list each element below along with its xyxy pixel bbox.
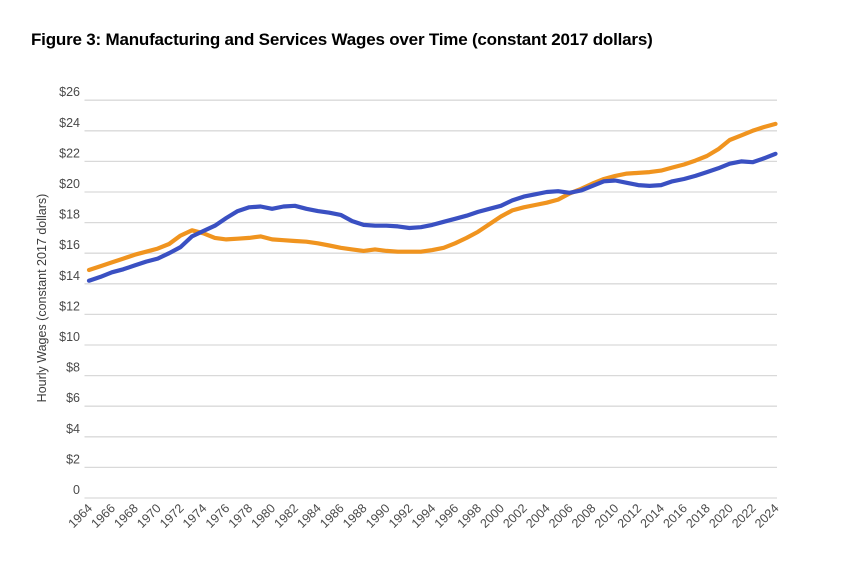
y-tick-label: $16 — [59, 238, 80, 252]
x-tick-label: 2020 — [706, 501, 736, 531]
x-tick-label: 1990 — [363, 501, 393, 531]
y-tick-label: $12 — [59, 299, 80, 313]
x-tick-label: 2000 — [477, 501, 507, 531]
y-tick-label: $4 — [66, 422, 80, 436]
y-tick-label: $6 — [66, 391, 80, 405]
x-tick-label: 1982 — [272, 501, 302, 531]
x-tick-label: 1968 — [111, 501, 141, 531]
x-tick-label: 1980 — [249, 501, 279, 531]
x-tick-label: 1964 — [66, 501, 96, 531]
x-tick-label: 1984 — [294, 501, 324, 531]
y-tick-label: $18 — [59, 208, 80, 222]
manufacturing-line — [86, 151, 778, 283]
x-tick-label: 2008 — [569, 501, 599, 531]
x-tick-label: 1966 — [88, 501, 118, 531]
x-tick-label: 1998 — [455, 501, 485, 531]
x-tick-label: 2006 — [546, 501, 576, 531]
x-tick-label: 2014 — [638, 501, 668, 531]
services-line — [86, 121, 778, 273]
x-tick-label: 2016 — [661, 501, 691, 531]
y-tick-label: $10 — [59, 330, 80, 344]
x-tick-label: 1988 — [340, 501, 370, 531]
y-tick-label: $14 — [59, 269, 80, 283]
y-tick-label: $8 — [66, 361, 80, 375]
x-tick-label: 1992 — [386, 501, 416, 531]
x-tick-label: 1974 — [180, 501, 210, 531]
x-tick-label: 2002 — [500, 501, 530, 531]
y-tick-label: $22 — [59, 146, 80, 160]
x-tick-label: 1994 — [409, 501, 439, 531]
x-tick-label: 2004 — [523, 501, 553, 531]
figure-title: Figure 3: Manufacturing and Services Wag… — [31, 30, 653, 49]
x-tick-label: 1970 — [134, 501, 164, 531]
x-tick-label: 1996 — [432, 501, 462, 531]
x-tick-label: 2012 — [615, 501, 645, 531]
x-tick-label: 1976 — [203, 501, 233, 531]
y-tick-label: $24 — [59, 116, 80, 130]
y-tick-label: $26 — [59, 85, 80, 99]
x-tick-label: 2018 — [683, 501, 713, 531]
y-tick-label: $2 — [66, 452, 80, 466]
y-tick-label: $20 — [59, 177, 80, 191]
x-tick-label: 1972 — [157, 501, 187, 531]
x-tick-label: 2010 — [592, 501, 622, 531]
y-tick-label: 0 — [73, 483, 80, 497]
x-tick-label: 1986 — [317, 501, 347, 531]
x-tick-label: 1978 — [226, 501, 256, 531]
x-tick-label: 2024 — [752, 501, 782, 531]
x-tick-label: 2022 — [729, 501, 759, 531]
